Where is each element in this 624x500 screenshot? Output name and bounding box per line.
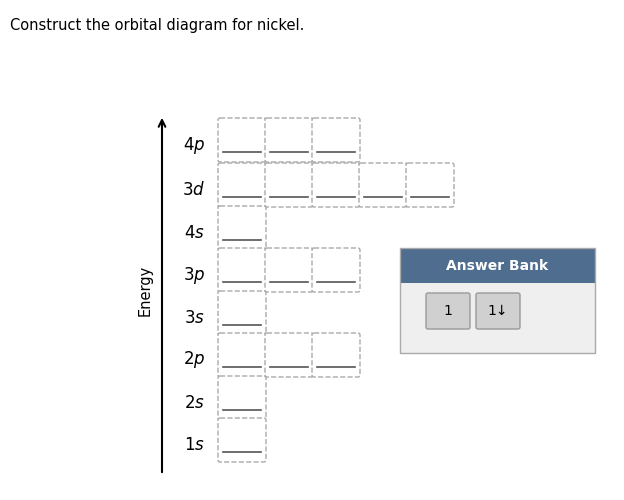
Text: $3s$: $3s$ xyxy=(184,309,205,327)
Text: $1s$: $1s$ xyxy=(184,436,205,454)
Text: Answer Bank: Answer Bank xyxy=(446,258,548,272)
FancyBboxPatch shape xyxy=(218,418,266,462)
Text: $4s$: $4s$ xyxy=(184,224,205,242)
FancyBboxPatch shape xyxy=(218,291,266,335)
Bar xyxy=(400,248,595,353)
Bar xyxy=(400,283,595,353)
Bar xyxy=(400,248,595,283)
FancyBboxPatch shape xyxy=(218,206,266,250)
FancyBboxPatch shape xyxy=(476,293,520,329)
FancyBboxPatch shape xyxy=(312,333,360,377)
FancyBboxPatch shape xyxy=(218,118,266,162)
Text: Construct the orbital diagram for nickel.: Construct the orbital diagram for nickel… xyxy=(10,18,305,33)
Text: 1: 1 xyxy=(444,304,452,318)
FancyBboxPatch shape xyxy=(265,248,313,292)
FancyBboxPatch shape xyxy=(406,163,454,207)
FancyBboxPatch shape xyxy=(218,248,266,292)
Text: $2s$: $2s$ xyxy=(184,394,205,412)
FancyBboxPatch shape xyxy=(218,163,266,207)
Text: $2p$: $2p$ xyxy=(183,350,205,370)
Text: $3d$: $3d$ xyxy=(182,181,205,199)
FancyBboxPatch shape xyxy=(265,333,313,377)
FancyBboxPatch shape xyxy=(265,118,313,162)
Text: 1↓: 1↓ xyxy=(488,304,509,318)
FancyBboxPatch shape xyxy=(265,163,313,207)
FancyBboxPatch shape xyxy=(312,248,360,292)
FancyBboxPatch shape xyxy=(218,333,266,377)
Text: $4p$: $4p$ xyxy=(183,134,205,156)
FancyBboxPatch shape xyxy=(312,118,360,162)
FancyBboxPatch shape xyxy=(426,293,470,329)
Text: Energy: Energy xyxy=(137,264,152,316)
FancyBboxPatch shape xyxy=(312,163,360,207)
Text: $3p$: $3p$ xyxy=(183,264,205,285)
FancyBboxPatch shape xyxy=(218,376,266,420)
FancyBboxPatch shape xyxy=(359,163,407,207)
